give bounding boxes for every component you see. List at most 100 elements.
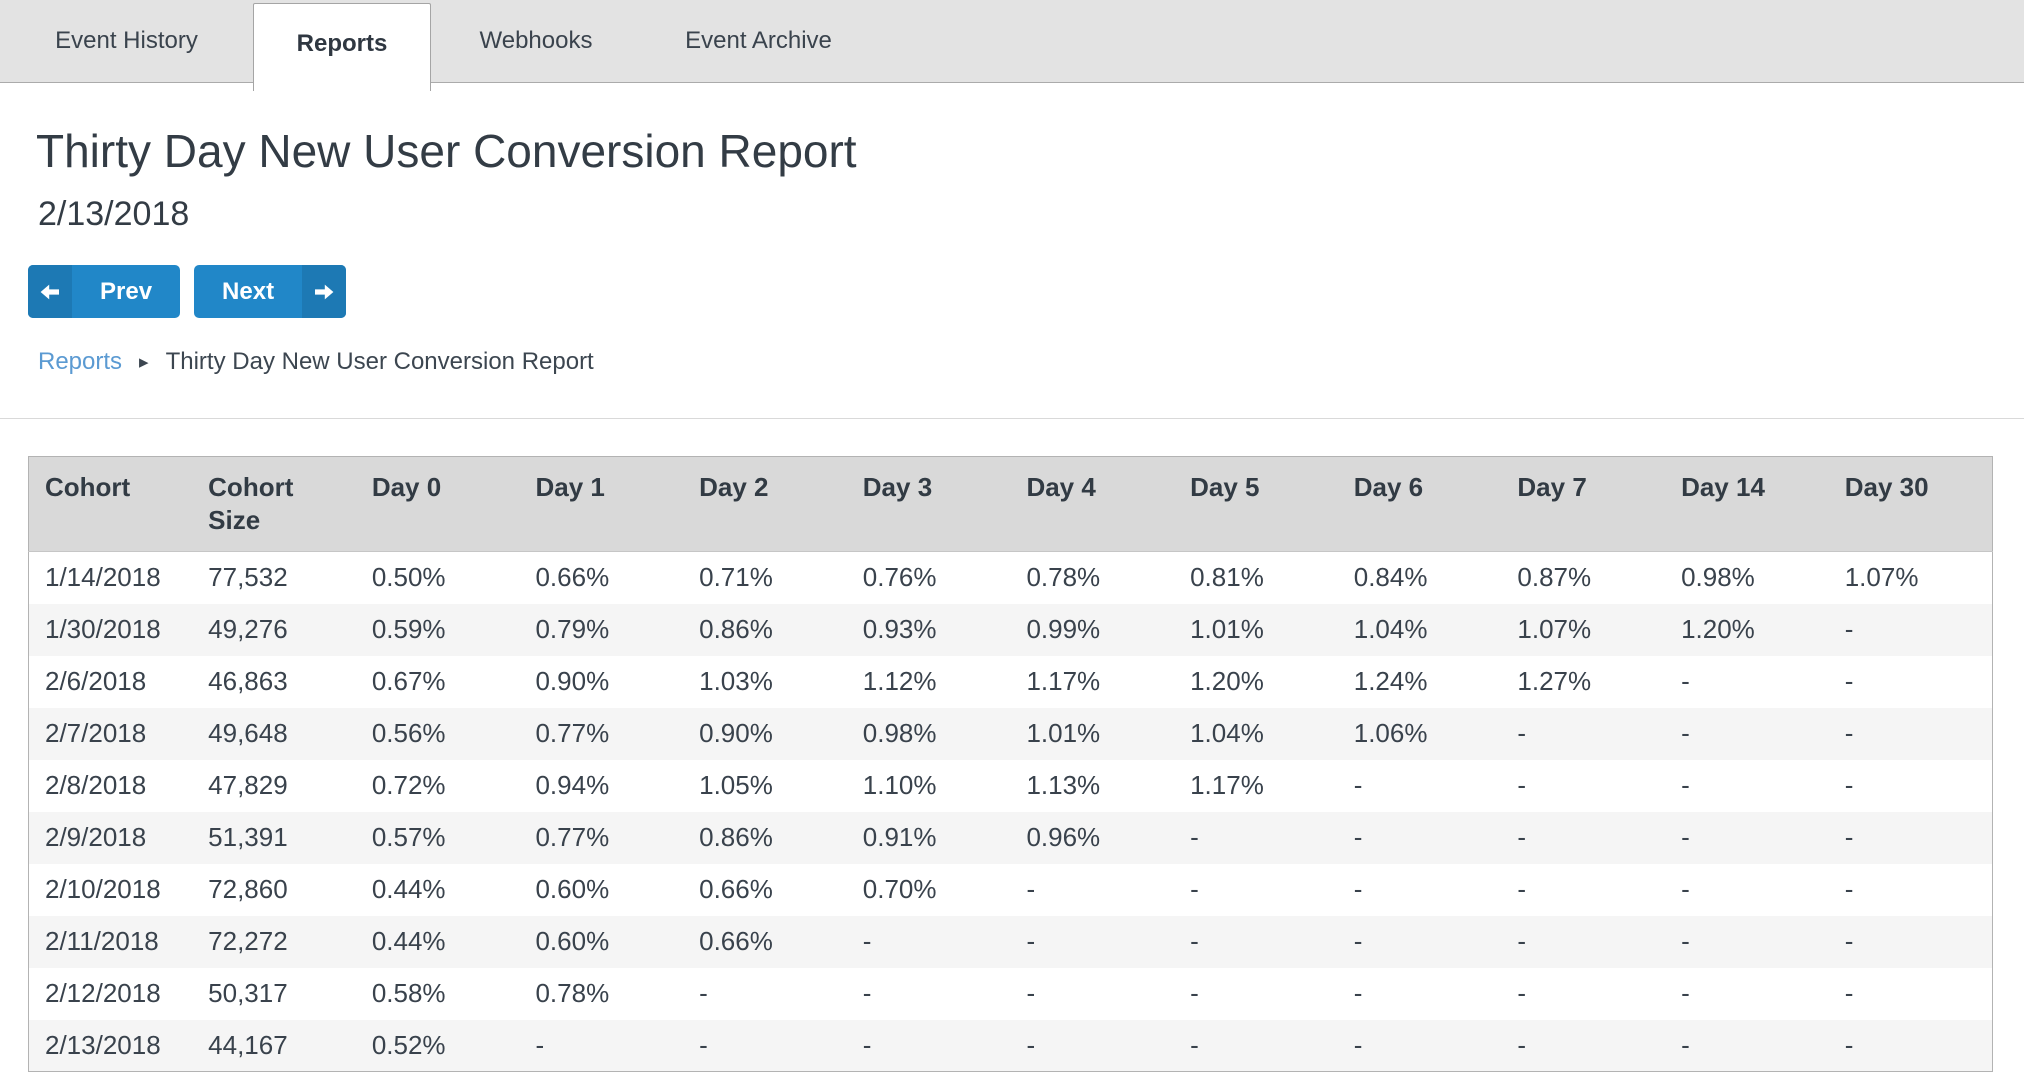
table-cell: 0.72%: [371, 770, 446, 800]
table-cell: 0.98%: [862, 718, 937, 748]
table-cell: 0.81%: [1190, 562, 1264, 593]
table-cell: 0.66%: [535, 562, 610, 593]
table-cell: 1.05%: [699, 770, 773, 800]
column-header-day-6: Day 6: [1337, 456, 1502, 552]
table-cell: 0.87%: [1517, 562, 1592, 593]
column-header-day-7: Day 7: [1501, 456, 1666, 552]
tab-reports[interactable]: Reports: [253, 3, 431, 91]
section-divider: [0, 418, 2024, 419]
table-cell: 0.52%: [371, 1029, 446, 1060]
next-button[interactable]: Next: [194, 265, 347, 318]
arrow-left-icon: [28, 265, 72, 318]
table-cell: -: [1681, 1029, 1690, 1060]
table-cell: 51,391: [208, 822, 288, 852]
table-cell: -: [1353, 978, 1363, 1008]
table-cell: 0.56%: [371, 718, 446, 748]
tab-event-history[interactable]: Event History: [0, 0, 253, 82]
breadcrumb-link-reports[interactable]: Reports: [38, 348, 123, 375]
tab-label: Event History: [55, 27, 198, 54]
column-header-label: Day 2: [699, 472, 769, 502]
arrow-right-icon: [302, 265, 347, 318]
table-cell: -: [1517, 718, 1527, 748]
prev-button[interactable]: Prev: [28, 265, 181, 318]
table-cell: -: [1681, 822, 1690, 852]
table-cell: 0.50%: [371, 562, 446, 593]
table-cell: 0.94%: [535, 770, 610, 800]
table-cell: 0.58%: [371, 978, 446, 1008]
cohort-date-cell: 2/9/2018: [45, 822, 147, 852]
cohort-date-cell: 2/8/2018: [45, 770, 147, 800]
table-cell: 1.24%: [1353, 666, 1428, 696]
table-cell: -: [1026, 1029, 1036, 1060]
table-cell: -: [699, 978, 708, 1008]
column-header-label: Day 14: [1681, 472, 1765, 502]
tab-event-archive[interactable]: Event Archive: [641, 0, 876, 82]
table-cell: 0.84%: [1353, 562, 1428, 593]
table-cell: 1.06%: [1353, 718, 1428, 748]
column-header-day-1: Day 1: [519, 456, 684, 552]
column-header-day-4: Day 4: [1010, 456, 1175, 552]
column-header-day-14: Day 14: [1665, 456, 1829, 552]
table-cell: 0.70%: [862, 874, 937, 904]
table-cell: 46,863: [208, 666, 288, 696]
table-cell: 0.78%: [1026, 562, 1101, 593]
table-cell: -: [1844, 874, 1854, 904]
table-cell: 0.98%: [1681, 562, 1755, 593]
table-row: 2/9/2018 51,391 0.57% 0.77% 0.86% 0.91% 0.96% -…: [28, 811, 1993, 864]
table-cell: 0.93%: [862, 614, 937, 644]
table-cell: 0.66%: [699, 926, 773, 956]
column-header-label: Day 3: [862, 472, 933, 502]
table-cell: 0.91%: [862, 822, 937, 852]
cohort-date-cell: 2/13/2018: [45, 1029, 161, 1060]
table-cell: 0.99%: [1026, 614, 1101, 644]
table-cell: -: [1190, 1029, 1199, 1060]
prev-button-label: Prev: [100, 277, 153, 305]
column-header-label: Day 4: [1026, 472, 1096, 502]
table-cell: 0.90%: [699, 718, 773, 748]
table-cell: -: [1681, 666, 1690, 696]
table-cell: 0.78%: [535, 978, 610, 1008]
table-row: 1/14/2018 77,532 0.50% 0.66% 0.71% 0.76% 0.78%…: [29, 552, 1993, 604]
cohort-date-cell: 1/14/2018: [45, 562, 161, 593]
table-cell: 0.71%: [699, 562, 773, 593]
table-row: 2/10/2018 72,860 0.44% 0.60% 0.66% 0.70% - - - - -…: [29, 864, 1993, 916]
table-cell: 0.60%: [535, 874, 610, 904]
table-cell: -: [1844, 1029, 1854, 1060]
table-cell: -: [1681, 978, 1690, 1008]
table-cell: -: [1517, 978, 1527, 1008]
table-cell: -: [1844, 926, 1854, 956]
table-cell: 0.44%: [371, 926, 446, 956]
table-cell: -: [1844, 718, 1854, 748]
table-cell: 0.66%: [699, 874, 773, 904]
column-header-day-0: Day 0: [355, 456, 520, 552]
table-cell: -: [1026, 926, 1036, 956]
table-cell: 47,829: [208, 770, 288, 800]
tab-webhooks[interactable]: Webhooks: [431, 0, 641, 82]
table-cell: 0.77%: [535, 718, 610, 748]
table-cell: -: [1353, 874, 1363, 904]
table-cell: 49,648: [208, 718, 288, 748]
column-header-label: Day 6: [1353, 472, 1424, 502]
table-cell: 1.17%: [1190, 770, 1264, 800]
tab-label: Event Archive: [685, 27, 832, 54]
page-title: Thirty Day New User Conversion Report: [36, 125, 857, 177]
table-cell: 1.01%: [1026, 718, 1101, 748]
tab-bar: Event History Reports Webhooks Event Archiv…: [0, 0, 2024, 91]
table-cell: -: [1026, 874, 1036, 904]
table-cell: -: [1517, 822, 1527, 852]
table-cell: 1.13%: [1026, 770, 1101, 800]
table-cell: 1.07%: [1844, 562, 1919, 593]
table-cell: 1.27%: [1517, 666, 1592, 696]
column-header-label: Day 30: [1844, 472, 1929, 502]
table-cell: -: [862, 926, 872, 956]
column-header-day-30: Day 30: [1828, 456, 1993, 552]
table-body: 1/14/2018 77,532 0.50% 0.66% 0.71% 0.76% 0.78%…: [28, 552, 1993, 1072]
table-cell: 77,532: [208, 562, 288, 593]
table-cell: 44,167: [208, 1029, 288, 1060]
table-cell: 1.01%: [1190, 614, 1264, 644]
breadcrumb: Reports ▸ Thirty Day New User Conversion…: [38, 348, 2024, 376]
table-cell: -: [1844, 822, 1854, 852]
breadcrumb-current: Thirty Day New User Conversion Report: [165, 348, 594, 375]
column-header-label: Day 5: [1190, 472, 1260, 502]
table-cell: -: [1844, 978, 1854, 1008]
